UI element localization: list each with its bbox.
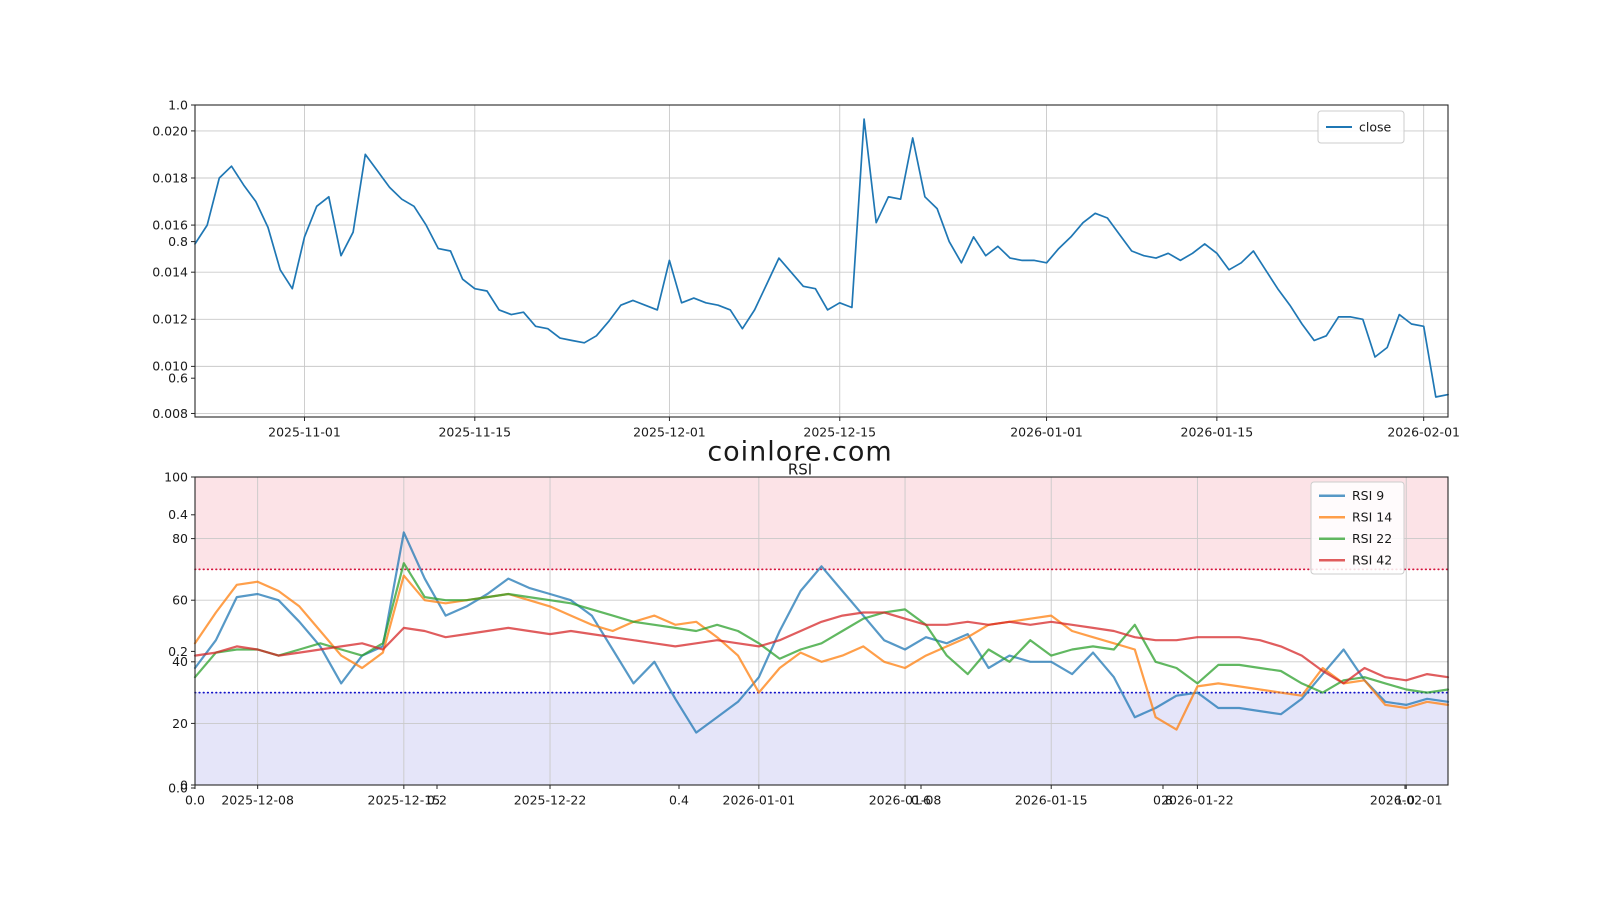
x-axis-tick-label: 2026-01-08 — [869, 792, 942, 807]
watermark: coinlore.com — [707, 436, 892, 467]
legend-entry-label: RSI 14 — [1352, 510, 1392, 525]
x-axis-tick-label: 2025-12-22 — [514, 792, 587, 807]
x-axis-tick-label: 2025-12-15 — [803, 424, 876, 439]
overlay-y-tick-label: 1.0 — [168, 97, 188, 112]
y-axis-tick-label: 0 — [180, 777, 188, 792]
legend-entry-label: RSI 42 — [1352, 553, 1392, 568]
y-axis-tick-label: 80 — [172, 531, 188, 546]
y-axis-tick-label: 60 — [172, 593, 188, 608]
series-line-rsi-9 — [193, 531, 1450, 734]
x-axis-tick-label: 2026-01-01 — [1010, 424, 1083, 439]
legend-box — [1310, 481, 1405, 575]
overlay-y-tick-label: 0.4 — [168, 507, 188, 522]
x-axis-tick-label: 2025-11-01 — [268, 424, 341, 439]
y-axis-tick-label: 0.008 — [152, 406, 188, 421]
legend-entry-label: RSI 22 — [1352, 531, 1392, 546]
overlay-y-tick-label: 0.6 — [168, 371, 188, 386]
x-axis-tick-label: 2025-12-15 — [368, 792, 441, 807]
series-line-rsi-14 — [193, 574, 1450, 731]
overlay-x-tick-label: 1.0 — [1395, 792, 1415, 807]
overlay-x-tick-label: 0.2 — [427, 792, 447, 807]
plot-frame — [194, 476, 1449, 786]
y-axis-tick-label: 0.010 — [152, 359, 188, 374]
y-axis-tick-label: 0.012 — [152, 312, 188, 327]
x-axis-tick-label: 2025-11-15 — [438, 424, 511, 439]
series-line-close — [194, 118, 1449, 398]
series-line-rsi-42 — [193, 611, 1450, 685]
overlay-x-tick-label: 0.4 — [669, 792, 689, 807]
overbought-band — [195, 477, 1448, 570]
overlay-y-tick-label: 0.2 — [168, 644, 188, 659]
legend-entry-label: RSI 9 — [1352, 488, 1384, 503]
overlay-x-tick-label: 0.8 — [1153, 792, 1173, 807]
oversold-band — [195, 692, 1448, 785]
legend-box — [1317, 110, 1405, 144]
x-axis-tick-label: 2026-02-01 — [1387, 424, 1460, 439]
y-axis-tick-label: 0.020 — [152, 123, 188, 138]
x-axis-tick-label: 2026-01-22 — [1161, 792, 1234, 807]
y-axis-tick-label: 100 — [164, 469, 188, 484]
overlay-x-tick-label: 0.0 — [185, 792, 205, 807]
x-axis-tick-label: 2026-01-01 — [723, 792, 796, 807]
y-axis-tick-label: 0.018 — [152, 170, 188, 185]
y-axis-tick-label: 0.016 — [152, 217, 188, 232]
overlay-y-tick-label: 0.8 — [168, 234, 188, 249]
y-axis-tick-label: 20 — [172, 716, 188, 731]
x-axis-tick-label: 2026-01-15 — [1015, 792, 1088, 807]
overlay-y-tick-label: 0.0 — [168, 780, 188, 795]
x-axis-tick-label: 2025-12-01 — [633, 424, 706, 439]
y-axis-tick-label: 0.014 — [152, 265, 188, 280]
plot-frame — [194, 104, 1449, 418]
x-axis-tick-label: 2025-12-08 — [221, 792, 294, 807]
y-axis-tick-label: 40 — [172, 654, 188, 669]
legend-entry-label: close — [1359, 119, 1392, 134]
series-line-rsi-22 — [193, 562, 1450, 694]
overlay-x-tick-label: 0.6 — [911, 792, 931, 807]
x-axis-tick-label: 2026-01-15 — [1181, 424, 1254, 439]
x-axis-tick-label: 2026-02-01 — [1370, 792, 1443, 807]
rsi-chart-title: RSI — [788, 460, 812, 478]
